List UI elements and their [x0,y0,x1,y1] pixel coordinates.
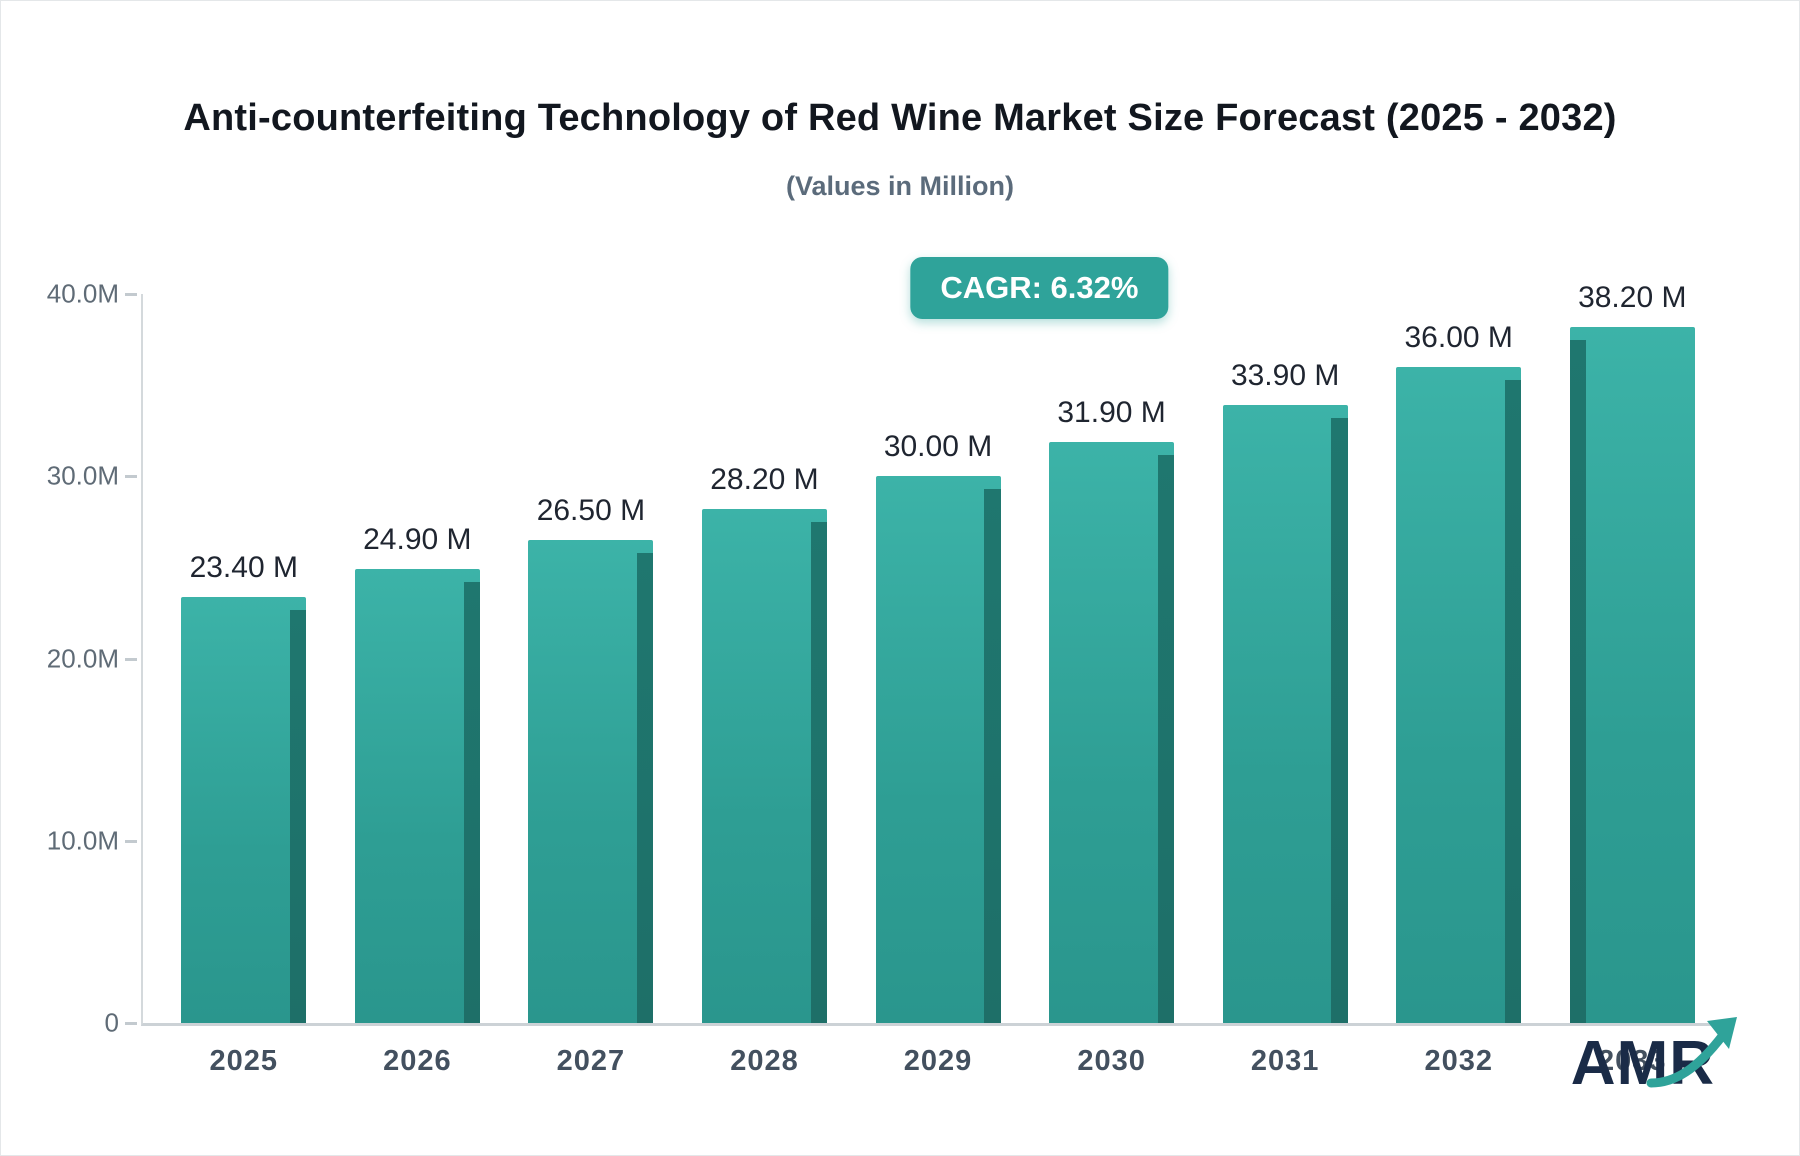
x-axis-label: 2031 [1250,1045,1320,1077]
x-axis-label: 2027 [556,1045,626,1077]
bar: 28.20 M [701,463,827,1023]
bar-group: 28.20 M 2028 [678,294,852,1077]
y-tick-mark [125,1022,137,1025]
x-axis-label: 2026 [383,1045,452,1077]
y-tick-label: 40.0M [46,278,119,309]
bar-value-label: 31.90 M [1057,395,1166,429]
y-tick-mark [125,839,137,843]
y-tick-mark [125,657,137,661]
bar-group: 26.50 M 2027 [504,294,678,1077]
bar-side-face [984,489,1001,1023]
bar-side-face [463,582,480,1023]
bar: 26.50 M [528,494,654,1023]
bar-side-face [1569,339,1587,1023]
x-axis-label: 2033 [1598,1045,1667,1077]
bar: 24.90 M [354,523,480,1023]
y-tick-mark [125,475,137,479]
bars-container: 23.40 M 2025 24.90 M 2026 26.50 M 2027 28.20 M… [143,281,1733,1077]
plot-area: 0 10.0M 20.0M 30.0M 40.0M 23.40 M 2025 24.90 M… [47,279,1733,1077]
y-tick-label: 10.0M [46,825,119,856]
bar: 31.90 M [1049,396,1175,1023]
bar-side-face [1504,379,1522,1023]
bar: 30.00 M [875,430,1001,1023]
x-axis-label: 2025 [209,1045,279,1077]
x-axis-label: 2030 [1077,1045,1146,1077]
bar-group: 23.40 M 2025 [157,294,331,1077]
bar-value-label: 23.40 M [189,550,298,584]
y-tick-label: 0 [104,1007,119,1038]
x-axis-label: 2029 [903,1045,973,1077]
bar-group: 36.00 M 2032 [1372,294,1546,1077]
chart-title: Anti-counterfeiting Technology of Red Wi… [183,97,1617,139]
bar-group: 31.90 M 2030 [1025,294,1199,1077]
x-axis-label: 2028 [730,1045,799,1077]
growth-arrow-icon [1646,1017,1737,1088]
cagr-badge: CAGR: 6.32% [910,257,1169,319]
bar-value-label: 28.20 M [710,463,819,497]
bar-side-face [290,609,307,1023]
bar-value-label: 33.90 M [1230,359,1340,393]
amr-logo: AMR [1571,1017,1737,1099]
x-axis-label: 2032 [1424,1045,1493,1077]
y-tick-label: 30.0M [46,460,119,491]
y-tick-mark [125,293,137,296]
bar-value-label: 36.00 M [1404,320,1513,354]
bar-value-label: 24.90 M [363,523,472,557]
bar-side-face [1331,418,1348,1023]
bar-group: 38.20 M 2033 [1546,281,1720,1077]
bar: 36.00 M [1396,321,1522,1023]
bar-side-face [810,522,827,1023]
chart-subtitle: (Values in Million) [785,171,1015,201]
bar: 33.90 M [1222,359,1348,1023]
bar-group: 24.90 M 2026 [331,294,505,1077]
bar-value-label: 30.00 M [883,430,993,464]
bar-side-face [637,553,654,1023]
bar-group: 30.00 M 2029 [851,294,1025,1077]
bar-side-face [1157,454,1175,1023]
bar-value-label: 26.50 M [536,494,646,528]
bar: 23.40 M [181,551,307,1023]
bar-group: 33.90 M 2031 [1198,294,1372,1077]
y-tick-label: 20.0M [46,643,119,673]
bar-value-label: 38.20 M [1578,280,1687,314]
bar: 38.20 M [1569,281,1695,1023]
